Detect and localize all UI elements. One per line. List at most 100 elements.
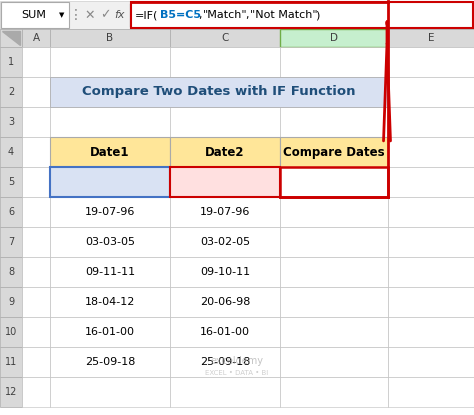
Text: 2: 2 (8, 87, 14, 97)
Bar (22, 317, 50, 347)
Bar (131, 2, 473, 28)
Bar (50, 29, 170, 47)
Bar (50, 287, 170, 317)
Text: 19-07-96: 19-07-96 (85, 207, 135, 217)
Bar (388, 77, 474, 107)
Bar (170, 347, 280, 377)
Bar (388, 377, 474, 407)
Text: 12: 12 (5, 387, 17, 397)
Bar (0, 287, 22, 317)
Bar (388, 227, 474, 257)
Bar (50, 197, 170, 227)
Bar (170, 377, 280, 407)
Bar (0, 197, 22, 227)
Bar (0, 227, 22, 257)
Bar (0, 1, 474, 29)
Bar (388, 29, 474, 47)
Bar (170, 347, 280, 377)
Text: ,: , (245, 10, 248, 20)
Bar (170, 137, 280, 167)
Text: "Match": "Match" (203, 10, 247, 20)
Bar (170, 287, 280, 317)
Bar (280, 197, 388, 227)
Bar (388, 317, 474, 347)
Text: 6: 6 (8, 207, 14, 217)
Bar (388, 167, 474, 197)
Text: 9: 9 (8, 297, 14, 307)
Text: B5=C5: B5=C5 (160, 10, 201, 20)
Text: Compare Two Dates with IF Function: Compare Two Dates with IF Function (82, 85, 356, 98)
Text: 09-11-11: 09-11-11 (85, 267, 135, 277)
Bar (22, 287, 50, 317)
Bar (170, 287, 280, 317)
Bar (280, 227, 388, 257)
Bar (22, 77, 50, 107)
Text: E: E (428, 33, 434, 43)
Bar (170, 197, 280, 227)
Text: 16-01-00: 16-01-00 (85, 327, 135, 337)
Text: =IF(: =IF( (135, 10, 158, 20)
Bar (170, 107, 280, 137)
Bar (22, 29, 50, 47)
Bar (22, 257, 50, 287)
Text: 03-03-05: 03-03-05 (85, 237, 135, 247)
Polygon shape (2, 31, 20, 45)
Bar (280, 47, 388, 77)
Bar (280, 347, 388, 377)
Text: 12-07-22: 12-07-22 (85, 177, 135, 187)
Bar (1, 2, 69, 28)
Bar (50, 317, 170, 347)
Text: 1: 1 (8, 57, 14, 67)
Bar (22, 197, 50, 227)
Bar (388, 107, 474, 137)
Text: ,: , (198, 10, 201, 20)
Text: 4: 4 (8, 147, 14, 157)
Text: 10: 10 (5, 327, 17, 337)
Bar (22, 137, 50, 167)
Text: 8: 8 (8, 267, 14, 277)
Bar (170, 227, 280, 257)
Bar (0, 257, 22, 287)
Bar (50, 227, 170, 257)
Bar (170, 167, 280, 197)
Bar (280, 167, 388, 197)
Bar (280, 257, 388, 287)
Text: 09-10-11: 09-10-11 (200, 267, 250, 277)
Bar (50, 167, 170, 197)
Bar (280, 257, 388, 287)
Bar (50, 167, 170, 197)
Bar (50, 137, 170, 167)
Bar (280, 137, 388, 167)
Bar (50, 107, 170, 137)
Bar (280, 77, 388, 107)
Text: 16-01-00: 16-01-00 (200, 327, 250, 337)
Bar (0, 347, 22, 377)
Bar (50, 77, 170, 107)
Text: ): ) (315, 10, 319, 20)
Bar (170, 317, 280, 347)
Text: Date1: Date1 (90, 146, 130, 159)
Text: "Not Match": "Not Match" (250, 10, 318, 20)
Text: 19-07-96: 19-07-96 (200, 207, 250, 217)
Text: Compare Dates: Compare Dates (283, 146, 385, 159)
Text: 3: 3 (8, 117, 14, 127)
Bar (280, 107, 388, 137)
Bar (50, 347, 170, 377)
Bar (50, 257, 170, 287)
Bar (170, 227, 280, 257)
Bar (388, 47, 474, 77)
Bar (22, 47, 50, 77)
Text: Date2: Date2 (205, 146, 245, 159)
Bar (170, 317, 280, 347)
Text: 20-06-98: 20-06-98 (200, 297, 250, 307)
Bar (170, 197, 280, 227)
Bar (50, 137, 170, 167)
Bar (170, 137, 280, 167)
Bar (388, 287, 474, 317)
Bar (50, 227, 170, 257)
Bar (0, 137, 22, 167)
Bar (280, 167, 388, 197)
Bar (170, 167, 280, 197)
Bar (280, 347, 388, 377)
Bar (22, 347, 50, 377)
